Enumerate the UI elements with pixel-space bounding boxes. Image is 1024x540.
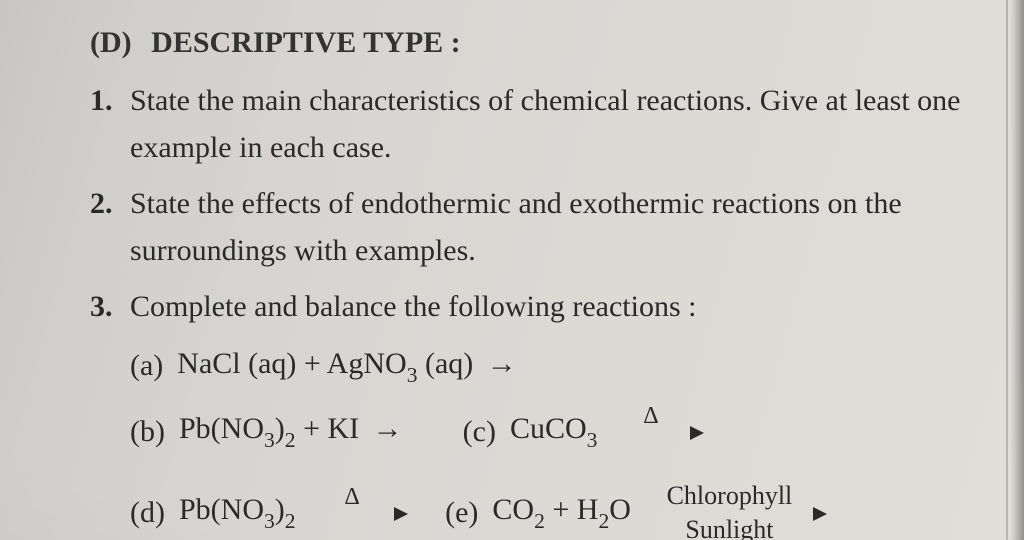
q3e-equation: CO2 + H2O Chlorophyll Sunlight — [492, 483, 814, 540]
q3a-equation: NaCl (aq) + AgNO3 (aq) → — [177, 347, 516, 386]
q3a-lhs-suffix: (aq) — [417, 347, 473, 380]
section-title: DESCRIPTIVE TYPE : — [151, 26, 461, 59]
q3d-lhs: Pb(NO3)2 — [179, 493, 296, 526]
q3d-over-top: Δ — [344, 485, 359, 513]
q3c-equation: CuCO3 Δ — [510, 404, 691, 460]
q3-row-bc: (b) Pb(NO3)2 + KI → (c) CuCO3 Δ — [130, 404, 984, 460]
question-2-text: State the effects of endothermic and exo… — [130, 181, 984, 274]
q3b-lhs: Pb(NO3)2 + KI — [179, 412, 359, 445]
question-3-number: 3. — [90, 284, 130, 331]
q3e-over-bot: Sunlight — [685, 513, 773, 540]
q3a-lhs-prefix: NaCl (aq) + AgNO — [177, 347, 406, 380]
q3c-label: (c) — [463, 415, 496, 449]
q3c-over-top: Δ — [643, 404, 658, 432]
q3-part-a: (a) NaCl (aq) + AgNO3 (aq) → — [130, 347, 984, 386]
q3d-over-bot — [349, 513, 355, 540]
page-crease-line — [1006, 0, 1008, 540]
question-1-text: State the main characteristics of chemic… — [130, 78, 984, 171]
q3a-lhs-sub: 3 — [407, 363, 418, 387]
page-content: (D) DESCRIPTIVE TYPE : 1. State the main… — [90, 26, 984, 540]
q3d-equation: Pb(NO3)2 Δ — [179, 485, 395, 540]
question-2: 2. State the effects of endothermic and … — [90, 181, 984, 274]
q3a-arrow: → — [487, 347, 517, 380]
question-3-text: Complete and balance the following react… — [130, 284, 984, 331]
q3b-label: (b) — [130, 415, 165, 449]
q3c-over-bot — [648, 432, 654, 460]
q3-row-de: (d) Pb(NO3)2 Δ (e) CO2 + H2O Chlorophyll… — [130, 478, 984, 540]
section-heading: (D) DESCRIPTIVE TYPE : — [90, 26, 984, 60]
q3e-over-top: Chlorophyll — [667, 483, 793, 513]
question-3: 3. Complete and balance the following re… — [90, 284, 984, 331]
q3e-arrow: Chlorophyll Sunlight — [644, 483, 814, 540]
question-1-number: 1. — [90, 78, 130, 125]
q3e-lhs: CO2 + H2O — [492, 493, 631, 526]
question-1: 1. State the main characteristics of che… — [90, 78, 984, 171]
q3c-arrow: Δ — [611, 404, 691, 460]
q3c-lhs: CuCO3 — [510, 412, 597, 445]
question-2-number: 2. — [90, 181, 130, 228]
q3b-equation: Pb(NO3)2 + KI → — [179, 412, 403, 451]
q3a-label: (a) — [130, 349, 163, 383]
page-right-edge-shadow — [1010, 0, 1024, 540]
q3e-label: (e) — [445, 496, 478, 530]
q3d-label: (d) — [130, 496, 165, 530]
q3d-arrow: Δ — [309, 485, 395, 540]
q3b-arrow: → — [373, 412, 403, 445]
section-letter: (D) — [90, 26, 132, 59]
